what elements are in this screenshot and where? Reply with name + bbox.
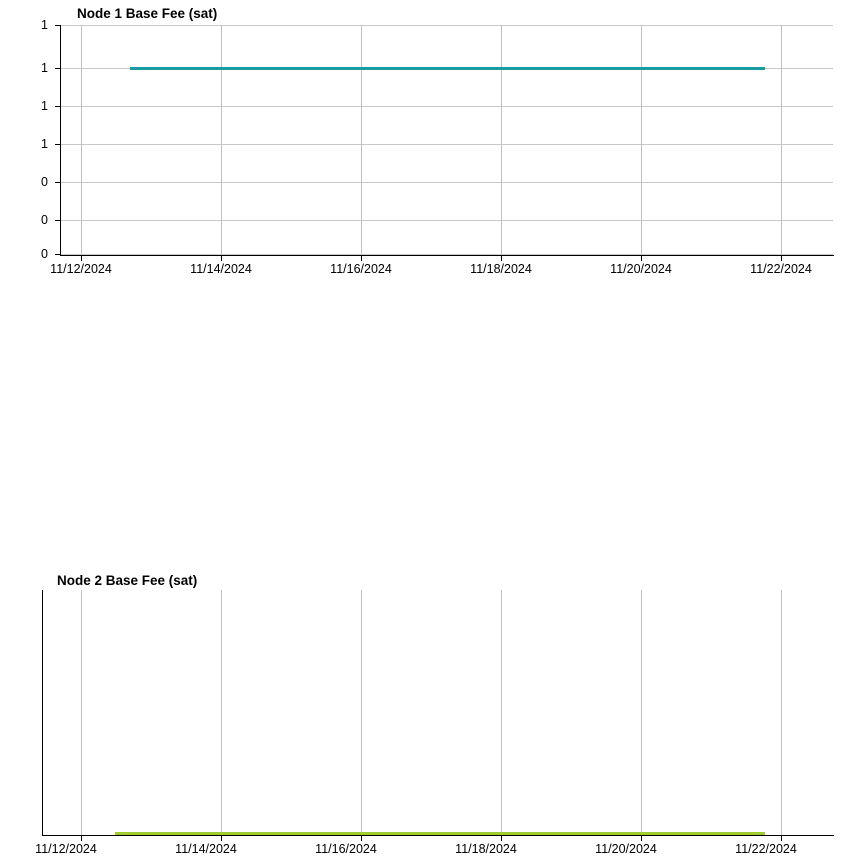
x-tick-mark [361,256,362,261]
y-tick-mark [55,254,60,255]
series-line-node1 [130,67,765,70]
gridline-vertical [781,25,782,255]
gridline-horizontal [60,144,833,145]
gridline-vertical [221,25,222,255]
gridline-vertical [641,590,642,835]
x-tick-mark [81,836,82,841]
x-tick-mark [501,836,502,841]
gridline-vertical [501,590,502,835]
y-axis-node2 [42,590,43,836]
x-tick-mark [781,836,782,841]
x-tick-mark [641,836,642,841]
x-tick-label: 11/16/2024 [330,262,392,276]
y-tick-label: 0 [41,213,48,227]
y-tick-label: 0 [41,175,48,189]
y-tick-mark [55,182,60,183]
gridline-vertical [221,590,222,835]
x-axis-node2 [42,835,834,836]
chart-title-node1: Node 1 Base Fee (sat) [77,6,218,21]
gridline-horizontal [60,106,833,107]
x-tick-mark [81,256,82,261]
x-tick-label: 11/20/2024 [610,262,672,276]
x-tick-mark [221,836,222,841]
gridline-vertical [501,25,502,255]
x-tick-label: 11/12/2024 [50,262,112,276]
y-axis-node1 [60,25,61,256]
gridline-vertical [361,590,362,835]
y-tick-mark [55,68,60,69]
y-tick-mark [55,106,60,107]
plot-area-node1 [60,25,833,255]
y-tick-label: 0 [41,247,48,261]
gridline-horizontal [60,182,833,183]
y-tick-mark [55,144,60,145]
plot-area-node2 [42,590,833,835]
chart-panel-node1: Node 1 Base Fee (sat) [0,0,860,285]
gridline-vertical [81,590,82,835]
gridline-horizontal [60,25,833,26]
gridline-vertical [641,25,642,255]
x-tick-mark [221,256,222,261]
x-tick-label: 11/14/2024 [190,262,252,276]
x-tick-label: 11/22/2024 [750,262,812,276]
x-tick-label: 11/18/2024 [470,262,532,276]
x-tick-mark [781,256,782,261]
x-tick-label: 11/22/2024 [735,842,797,856]
x-axis-node1 [60,255,834,256]
x-tick-label: 11/16/2024 [315,842,377,856]
y-tick-mark [55,25,60,26]
y-tick-label: 1 [41,61,48,75]
chart-title-node2: Node 2 Base Fee (sat) [57,573,198,588]
x-tick-mark [501,256,502,261]
chart-panel-node2: Node 2 Base Fee (sat) 11/12/2024 11/14/2… [0,285,860,856]
gridline-vertical [361,25,362,255]
x-tick-mark [361,836,362,841]
x-tick-label: 11/20/2024 [595,842,657,856]
y-tick-label: 1 [41,18,48,32]
gridline-vertical [81,25,82,255]
x-tick-label: 11/18/2024 [455,842,517,856]
y-tick-label: 1 [41,137,48,151]
gridline-horizontal [60,220,833,221]
gridline-vertical [781,590,782,835]
gridline-horizontal [60,254,833,255]
x-tick-mark [641,256,642,261]
x-tick-label: 11/12/2024 [35,842,97,856]
y-tick-label: 1 [41,99,48,113]
x-tick-label: 11/14/2024 [175,842,237,856]
y-tick-mark [55,220,60,221]
